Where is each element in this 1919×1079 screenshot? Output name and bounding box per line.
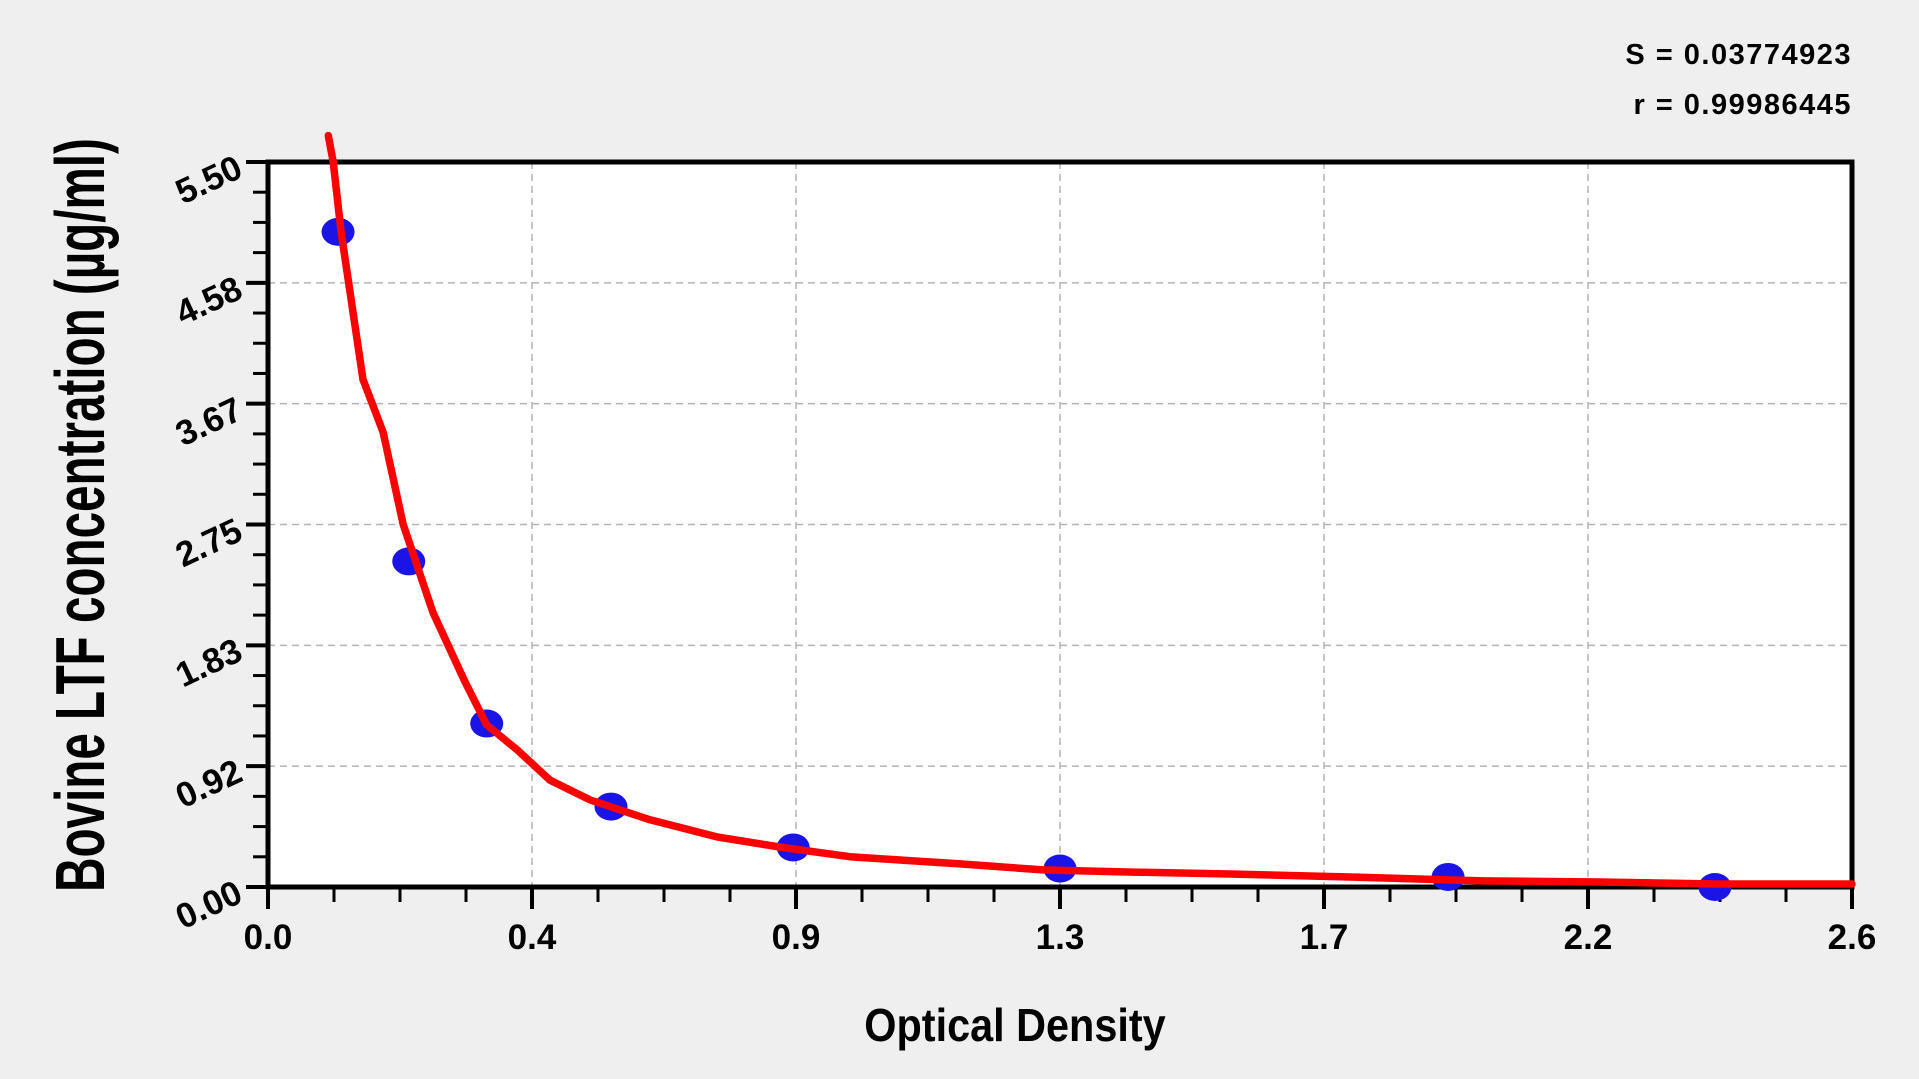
x-tick-label: 1.7 (1299, 918, 1349, 957)
y-tick-label: 2.75 (169, 510, 249, 575)
y-tick-label: 1.83 (169, 631, 249, 696)
plot-frame (265, 159, 1855, 890)
x-tick-label: 0.4 (507, 918, 557, 957)
x-axis-title: Optical Density (864, 999, 1166, 1051)
stat-r-value: r = 0.99986445 (1633, 89, 1852, 121)
x-tick-label: 2.6 (1827, 918, 1877, 957)
y-tick-label: 0.92 (169, 752, 249, 817)
y-tick-label: 3.67 (169, 389, 249, 454)
y-tick-label: 4.58 (169, 268, 249, 333)
plot-area (246, 131, 1856, 909)
fit-curve-line (324, 131, 1856, 888)
stat-s-value: S = 0.03774923 (1625, 39, 1852, 71)
x-tick-label: 2.2 (1563, 918, 1613, 957)
x-tick-label: 1.3 (1035, 918, 1085, 957)
y-tick-label: 5.50 (169, 147, 249, 213)
x-tick-label: 0.0 (243, 918, 293, 957)
x-tick-label: 0.9 (771, 918, 821, 957)
fit-statistics: S = 0.03774923 r = 0.99986445 (1625, 30, 1852, 130)
y-axis-title: Bovine LTF concentration (µg/ml) (41, 138, 119, 892)
